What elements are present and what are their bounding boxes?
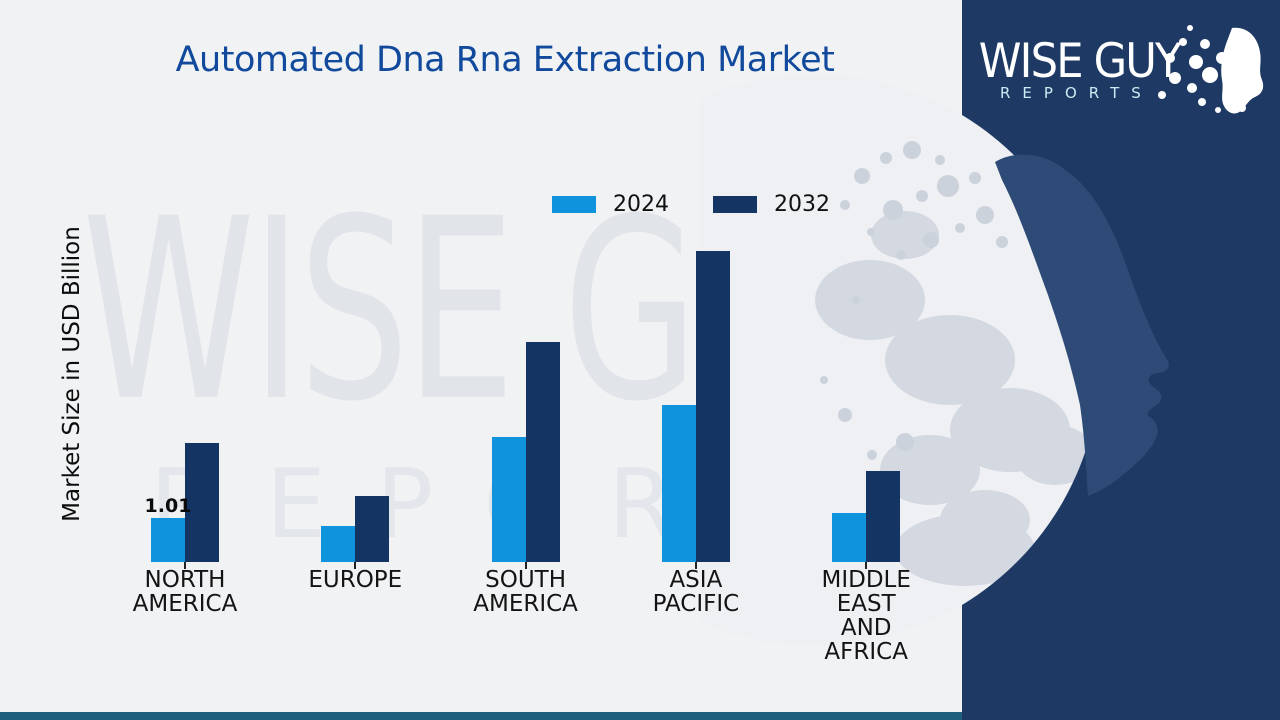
x-tick-middle-east-and-africa (865, 562, 868, 569)
bottom-accent-strip (0, 712, 1280, 720)
category-label-line: EUROPE (308, 567, 403, 593)
category-label-line: MIDDLE (821, 567, 911, 593)
wise-guy-artwork (700, 0, 1280, 720)
bar-2024-north-america (151, 518, 185, 562)
bar-2032-middle-east-and-africa (866, 470, 901, 562)
category-label-europe: EUROPE (265, 568, 445, 592)
x-tick-south-america (524, 562, 527, 569)
logo-face-icon (1221, 27, 1264, 114)
category-label-line: AMERICA (132, 591, 238, 617)
category-label-middle-east-and-africa: MIDDLE EAST AND AFRICA (776, 568, 956, 664)
globe-blobs (815, 211, 1095, 586)
bar-2032-asia-pacific (695, 251, 730, 562)
category-label-line: ASIA (669, 567, 723, 593)
legend-item-2024: 2024 (552, 192, 669, 217)
category-label-line: NORTH (144, 567, 226, 593)
gray-dots (820, 141, 1008, 460)
category-label-line: AFRICA (824, 639, 908, 665)
legend-swatch-2024 (552, 196, 596, 213)
category-label-asia-pacific: ASIA PACIFIC (606, 568, 786, 616)
legend-item-2032: 2032 (713, 192, 830, 217)
data-label-2024: 1.01 (144, 495, 192, 517)
bar-2024-south-america (491, 436, 526, 562)
logo-wordmark: WISE GUY (978, 34, 1182, 89)
chart-legend: 2024 2032 (552, 192, 830, 217)
bar-2032-north-america (185, 443, 219, 562)
x-tick-north-america (184, 562, 186, 569)
category-label-line: AND (840, 615, 892, 641)
legend-swatch-2032 (713, 196, 757, 213)
page-title: Automated Dna Rna Extraction Market (175, 40, 835, 80)
bar-2024-middle-east-and-africa (832, 513, 867, 562)
legend-label-2032: 2032 (774, 192, 830, 217)
bar-2024-europe (321, 525, 356, 562)
logo-subtitle: REPORTS (1000, 84, 1153, 102)
category-label-line: SOUTH (485, 567, 567, 593)
legend-label-2024: 2024 (613, 192, 669, 217)
category-label-line: PACIFIC (652, 591, 740, 617)
category-label-north-america: NORTH AMERICA (95, 568, 275, 616)
bar-2032-south-america (525, 342, 560, 562)
category-label-line: EAST (836, 591, 896, 617)
face-silhouette (995, 154, 1169, 496)
bar-2032-europe (355, 496, 390, 562)
x-tick-europe (354, 562, 357, 569)
x-tick-asia-pacific (694, 562, 697, 569)
bar-2024-asia-pacific (661, 405, 696, 562)
category-label-south-america: SOUTH AMERICA (436, 568, 616, 616)
category-label-line: AMERICA (473, 591, 578, 617)
